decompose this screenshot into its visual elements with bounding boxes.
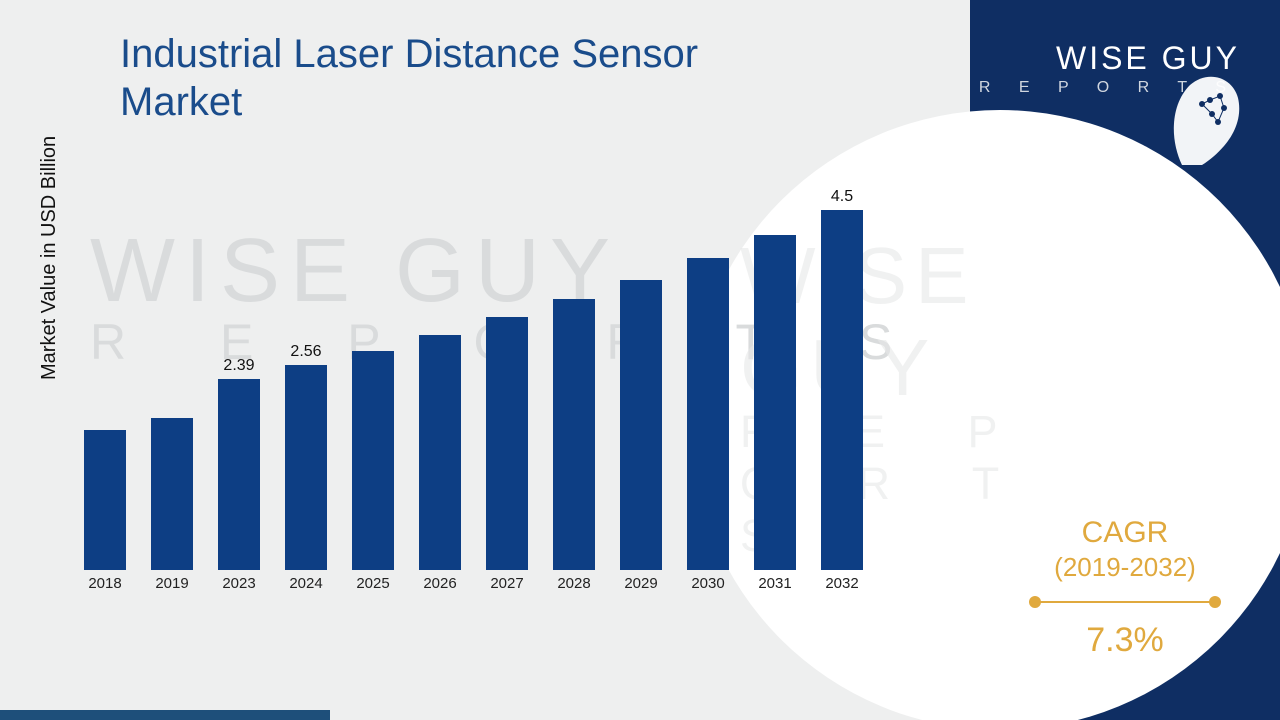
bar [419, 335, 461, 570]
bottom-accent-bar [0, 710, 330, 720]
x-tick-label: 2024 [273, 575, 340, 592]
cagr-label: CAGR [1010, 516, 1240, 550]
bar-group [553, 170, 595, 570]
cagr-divider [1035, 601, 1215, 603]
brand-logo: WISE GUY R E P O R T S [979, 40, 1240, 97]
bar [821, 210, 863, 570]
bar [687, 258, 729, 570]
bar [151, 418, 193, 570]
bar-group [754, 170, 796, 570]
bar-value-label: 2.39 [218, 357, 260, 375]
bar-value-label: 4.5 [821, 188, 863, 206]
bar [84, 430, 126, 570]
bar-group: 4.5 [821, 170, 863, 570]
x-tick-label: 2029 [608, 575, 675, 592]
chart-title: Industrial Laser Distance Sensor Market [120, 30, 800, 126]
x-tick-label: 2026 [407, 575, 474, 592]
x-tick-label: 2031 [742, 575, 809, 592]
x-tick-label: 2030 [675, 575, 742, 592]
plot-area: 2.39 2.56 4.5 [80, 170, 890, 570]
bar-chart: 2.392.564.5 2018201920232024202520262027… [80, 170, 890, 590]
bar [754, 235, 796, 570]
cagr-range: (2019-2032) [1010, 552, 1240, 583]
bar-group [419, 170, 461, 570]
bar [553, 299, 595, 570]
bar-group [151, 170, 193, 570]
bar [486, 317, 528, 570]
x-tick-label: 2018 [72, 575, 139, 592]
x-tick-label: 2032 [809, 575, 876, 592]
bar-value-label: 2.56 [285, 343, 327, 361]
bar [620, 280, 662, 570]
cagr-block: CAGR (2019-2032) 7.3% [1010, 516, 1240, 660]
bar-group: 2.39 [218, 170, 260, 570]
infographic-canvas: WISE GUY R E P O R T S WISE GUY R E P O … [0, 0, 1280, 720]
bar-group [687, 170, 729, 570]
bar [285, 365, 327, 570]
bar [218, 379, 260, 570]
bar [352, 351, 394, 570]
bar-group [84, 170, 126, 570]
bar-group: 2.56 [285, 170, 327, 570]
head-icon [1162, 70, 1242, 170]
x-tick-label: 2019 [139, 575, 206, 592]
bar-group [352, 170, 394, 570]
x-tick-label: 2023 [206, 575, 273, 592]
y-axis-label: Market Value in USD Billion [38, 136, 61, 380]
x-tick-label: 2027 [474, 575, 541, 592]
x-tick-label: 2028 [541, 575, 608, 592]
bar-group [486, 170, 528, 570]
bar-group [620, 170, 662, 570]
x-tick-label: 2025 [340, 575, 407, 592]
cagr-value: 7.3% [1010, 621, 1240, 660]
